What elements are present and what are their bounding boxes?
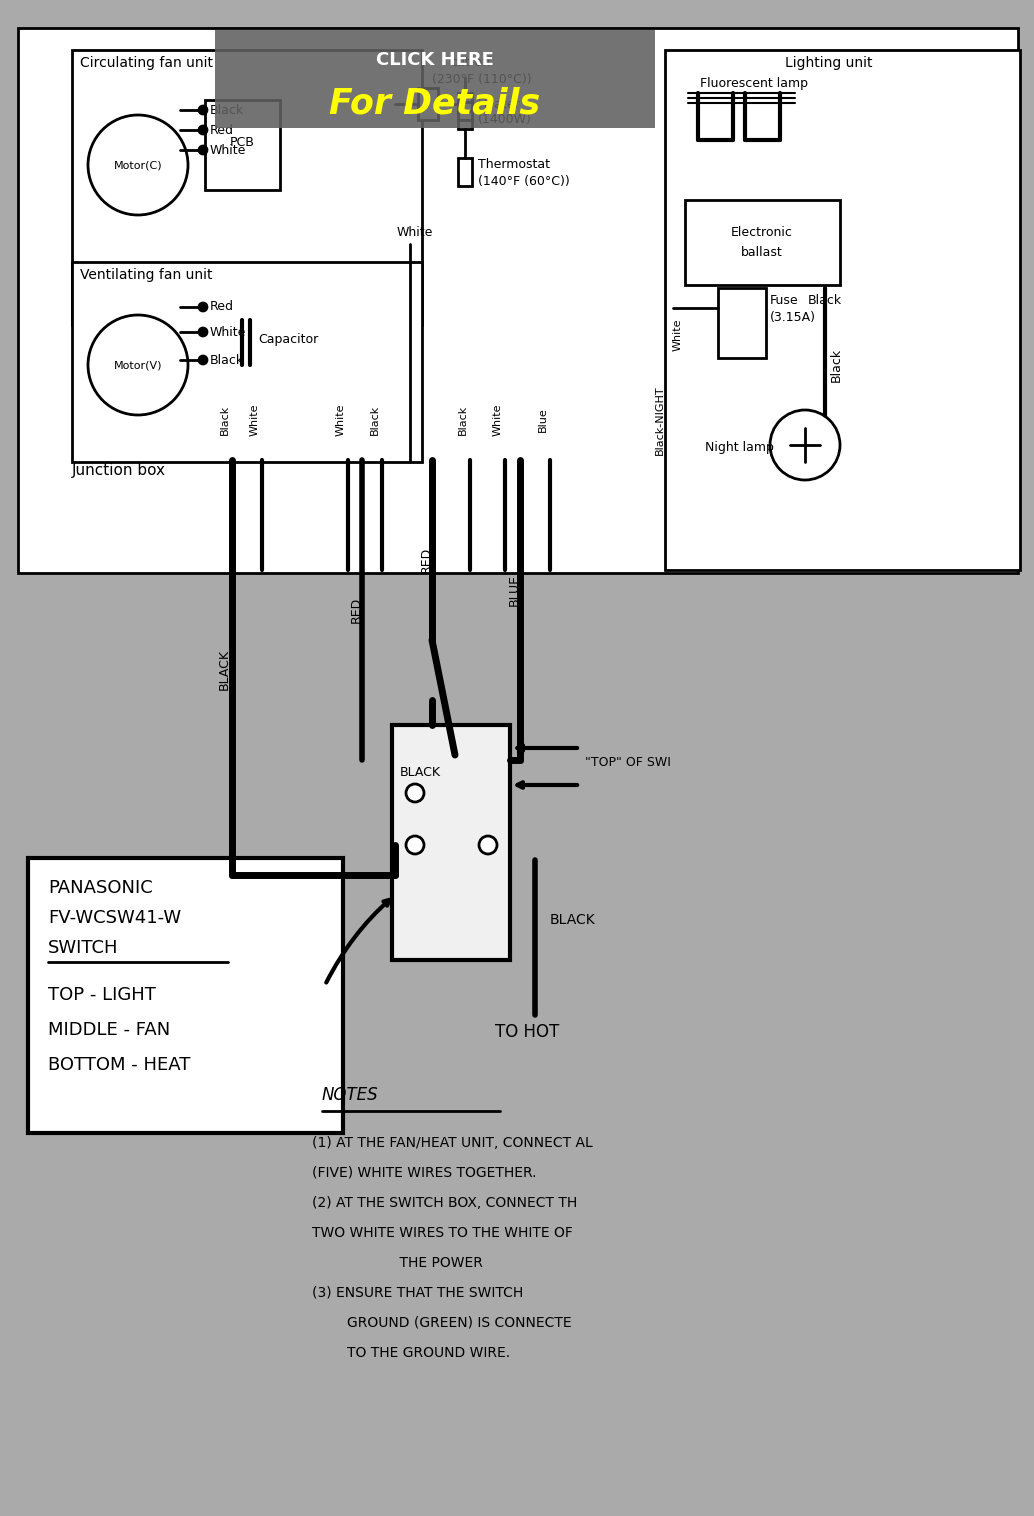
Bar xyxy=(458,102,472,111)
Text: (230°F (110°C)): (230°F (110°C)) xyxy=(432,73,531,86)
Text: cut-off: cut-off xyxy=(450,56,491,70)
Text: BLACK: BLACK xyxy=(218,649,231,690)
Bar xyxy=(392,725,510,960)
Text: White: White xyxy=(250,403,260,437)
Text: Black: Black xyxy=(370,405,381,435)
Bar xyxy=(215,30,655,127)
Text: TWO WHITE WIRES TO THE WHITE OF: TWO WHITE WIRES TO THE WHITE OF xyxy=(312,1226,573,1240)
Circle shape xyxy=(199,106,207,114)
Text: Capacitor: Capacitor xyxy=(258,334,318,347)
Text: GROUND (GREEN) IS CONNECTE: GROUND (GREEN) IS CONNECTE xyxy=(312,1316,572,1330)
Text: Lighting unit: Lighting unit xyxy=(785,56,873,70)
Text: Blue: Blue xyxy=(538,408,548,432)
Text: RED: RED xyxy=(349,597,363,623)
Text: Motor(C): Motor(C) xyxy=(114,161,162,170)
Text: BLACK: BLACK xyxy=(400,766,440,779)
Text: Black: Black xyxy=(210,103,244,117)
Bar xyxy=(685,200,840,285)
Text: Night lamp: Night lamp xyxy=(705,441,773,455)
Text: TO HOT: TO HOT xyxy=(495,1023,559,1041)
Text: Black: Black xyxy=(458,405,468,435)
Bar xyxy=(718,288,766,358)
Text: BLACK: BLACK xyxy=(550,913,596,926)
Text: SWITCH: SWITCH xyxy=(48,938,119,957)
Bar xyxy=(665,50,1020,570)
Text: (140°F (60°C)): (140°F (60°C)) xyxy=(478,176,570,188)
Text: Heater: Heater xyxy=(478,97,521,111)
Text: (1) AT THE FAN/HEAT UNIT, CONNECT AL: (1) AT THE FAN/HEAT UNIT, CONNECT AL xyxy=(312,1135,592,1151)
Text: TOP - LIGHT: TOP - LIGHT xyxy=(48,985,156,1004)
Text: BLUE: BLUE xyxy=(508,575,521,606)
Text: NOTES: NOTES xyxy=(322,1085,378,1104)
Circle shape xyxy=(406,784,424,802)
Bar xyxy=(458,92,472,102)
Text: TO THE GROUND WIRE.: TO THE GROUND WIRE. xyxy=(312,1346,510,1360)
Text: White: White xyxy=(397,226,433,238)
Text: THE POWER: THE POWER xyxy=(312,1255,483,1270)
Bar xyxy=(205,100,280,190)
Text: Fluorescent lamp: Fluorescent lamp xyxy=(700,76,808,89)
Text: Red: Red xyxy=(210,300,234,314)
Circle shape xyxy=(199,356,207,364)
Text: "TOP" OF SWI: "TOP" OF SWI xyxy=(585,756,671,770)
Circle shape xyxy=(406,835,424,854)
Text: RED: RED xyxy=(420,547,433,573)
Text: White: White xyxy=(336,403,346,437)
Text: Black: Black xyxy=(808,294,842,306)
Circle shape xyxy=(199,126,207,133)
Text: Electronic: Electronic xyxy=(731,226,793,240)
Text: Fuse: Fuse xyxy=(770,294,798,306)
Circle shape xyxy=(88,315,188,415)
Text: FV-WCSW41-W: FV-WCSW41-W xyxy=(48,910,181,926)
Bar xyxy=(18,27,1018,573)
Bar xyxy=(418,88,438,120)
Text: Thermostat: Thermostat xyxy=(478,159,550,171)
Text: ballast: ballast xyxy=(741,247,783,259)
Text: CLICK HERE: CLICK HERE xyxy=(376,52,494,70)
Circle shape xyxy=(199,303,207,311)
Text: Black-NIGHT: Black-NIGHT xyxy=(655,385,665,455)
Circle shape xyxy=(88,115,188,215)
Text: Motor(V): Motor(V) xyxy=(114,359,162,370)
Text: Black: Black xyxy=(830,349,843,382)
Text: Junction box: Junction box xyxy=(72,462,166,478)
Bar xyxy=(458,158,472,186)
Text: White: White xyxy=(210,326,246,338)
Text: For Details: For Details xyxy=(330,86,541,120)
Bar xyxy=(72,262,422,462)
Text: Black: Black xyxy=(220,405,230,435)
Text: White: White xyxy=(673,318,683,352)
Circle shape xyxy=(199,327,207,337)
Text: (3) ENSURE THAT THE SWITCH: (3) ENSURE THAT THE SWITCH xyxy=(312,1286,523,1301)
Circle shape xyxy=(770,409,840,481)
Text: (FIVE) WHITE WIRES TOGETHER.: (FIVE) WHITE WIRES TOGETHER. xyxy=(312,1166,537,1179)
Circle shape xyxy=(199,146,207,155)
Text: Black: Black xyxy=(210,353,244,367)
Bar xyxy=(458,120,472,129)
Text: (2) AT THE SWITCH BOX, CONNECT TH: (2) AT THE SWITCH BOX, CONNECT TH xyxy=(312,1196,577,1210)
Text: PANASONIC: PANASONIC xyxy=(48,879,153,897)
Text: White: White xyxy=(493,403,503,437)
Text: Red: Red xyxy=(210,123,234,136)
Bar xyxy=(72,50,422,324)
Circle shape xyxy=(479,835,497,854)
Text: MIDDLE - FAN: MIDDLE - FAN xyxy=(48,1020,171,1038)
Bar xyxy=(458,111,472,120)
Text: PCB: PCB xyxy=(230,136,254,150)
Bar xyxy=(28,858,343,1132)
Text: BOTTOM - HEAT: BOTTOM - HEAT xyxy=(48,1057,190,1073)
Text: Ventilating fan unit: Ventilating fan unit xyxy=(80,268,213,282)
Text: (1400W): (1400W) xyxy=(478,114,531,126)
Text: Circulating fan unit: Circulating fan unit xyxy=(80,56,213,70)
Text: (3.15A): (3.15A) xyxy=(770,311,816,324)
Text: White: White xyxy=(210,144,246,156)
